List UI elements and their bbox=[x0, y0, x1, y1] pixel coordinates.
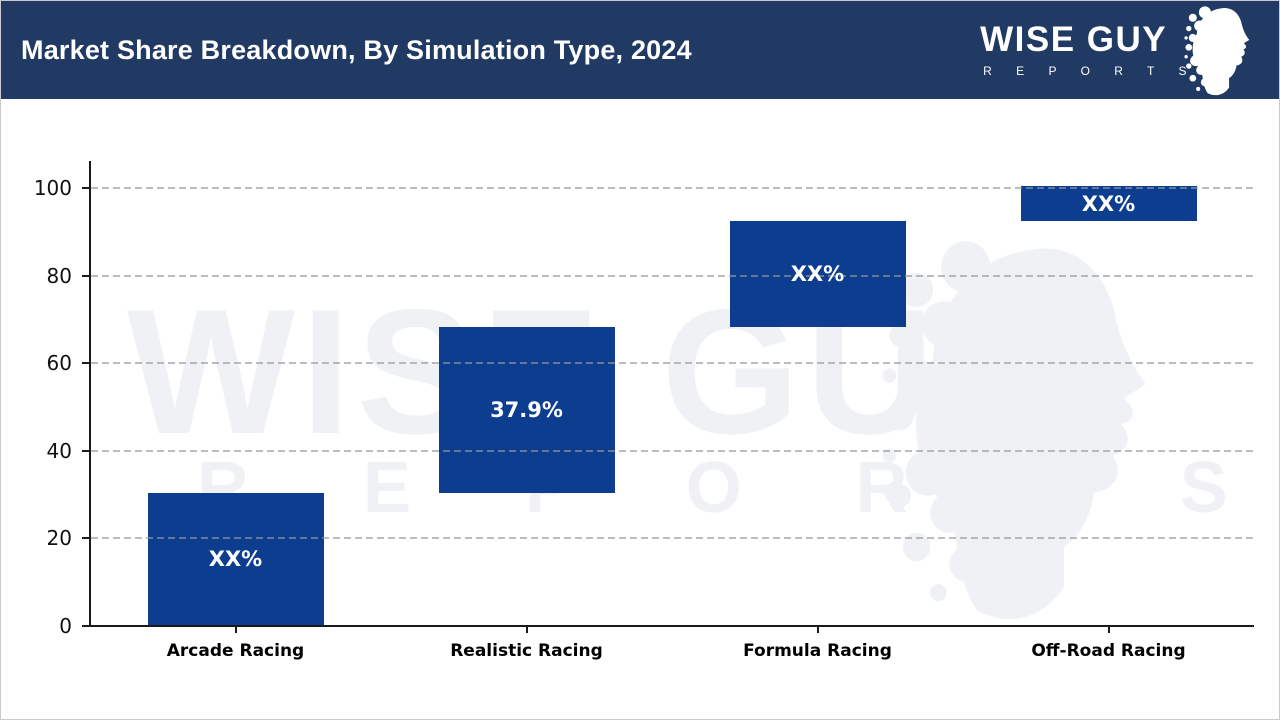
gridline-40 bbox=[91, 449, 1253, 452]
y-tick-label-100: 100 bbox=[33, 176, 72, 200]
y-tick-label-80: 80 bbox=[46, 263, 72, 288]
x-category-label-realistic-racing: Realistic Racing bbox=[450, 641, 603, 661]
bar-value-label-formula-racing: XX% bbox=[790, 261, 845, 286]
gridline-20 bbox=[91, 537, 1253, 540]
chart-canvas: WISE GUY R E P O R T S XX% Arcade Racing 3… bbox=[1, 99, 1279, 719]
bar-realistic-racing bbox=[438, 326, 615, 493]
gridline-80 bbox=[91, 274, 1253, 277]
x-tick-arcade-racing bbox=[234, 626, 237, 633]
y-tick-40 bbox=[82, 449, 90, 452]
y-tick-label-0: 0 bbox=[59, 614, 72, 638]
logo-reports-label: R E P O R T S bbox=[983, 64, 1197, 78]
waterfall-chart: XX% Arcade Racing 37.9% Realistic Racing XX%… bbox=[1, 99, 1279, 719]
wiseguy-logo: WISE GUY R E P O R T S bbox=[980, 3, 1257, 97]
y-tick-100 bbox=[82, 187, 90, 189]
bar-formula-racing bbox=[729, 220, 906, 327]
y-tick-80 bbox=[82, 274, 90, 277]
y-axis bbox=[89, 161, 91, 627]
gridline-60 bbox=[91, 362, 1253, 365]
x-tick-realistic-racing bbox=[525, 626, 528, 633]
logo-wordmark: WISE GUY bbox=[980, 20, 1168, 59]
x-tick-off-road-racing bbox=[1107, 626, 1110, 633]
y-tick-60 bbox=[82, 362, 90, 365]
header-bar: Market Share Breakdown, By Simulation Ty… bbox=[1, 1, 1279, 99]
bar-value-label-realistic-racing: 37.9% bbox=[490, 397, 563, 422]
gridline-100 bbox=[91, 187, 1253, 189]
x-axis bbox=[89, 625, 1254, 627]
y-tick-label-60: 60 bbox=[46, 351, 72, 376]
y-tick-label-40: 40 bbox=[46, 438, 72, 463]
x-category-label-off-road-racing: Off-Road Racing bbox=[1031, 641, 1186, 661]
logo-head-icon bbox=[1184, 6, 1250, 96]
y-tick-label-20: 20 bbox=[46, 526, 72, 551]
y-tick-20 bbox=[82, 537, 90, 540]
bar-value-label-off-road-racing: XX% bbox=[1081, 191, 1136, 216]
x-category-label-arcade-racing: Arcade Racing bbox=[166, 641, 305, 661]
bar-arcade-racing bbox=[147, 492, 324, 626]
y-tick-0 bbox=[82, 625, 90, 627]
logo-text: WISE GUY R E P O R T S bbox=[980, 22, 1197, 78]
x-category-label-formula-racing: Formula Racing bbox=[743, 641, 892, 661]
bar-value-label-arcade-racing: XX% bbox=[208, 547, 263, 572]
x-tick-formula-racing bbox=[816, 626, 819, 633]
bar-off-road-racing bbox=[1020, 186, 1197, 221]
chart-title: Market Share Breakdown, By Simulation Ty… bbox=[21, 34, 692, 65]
